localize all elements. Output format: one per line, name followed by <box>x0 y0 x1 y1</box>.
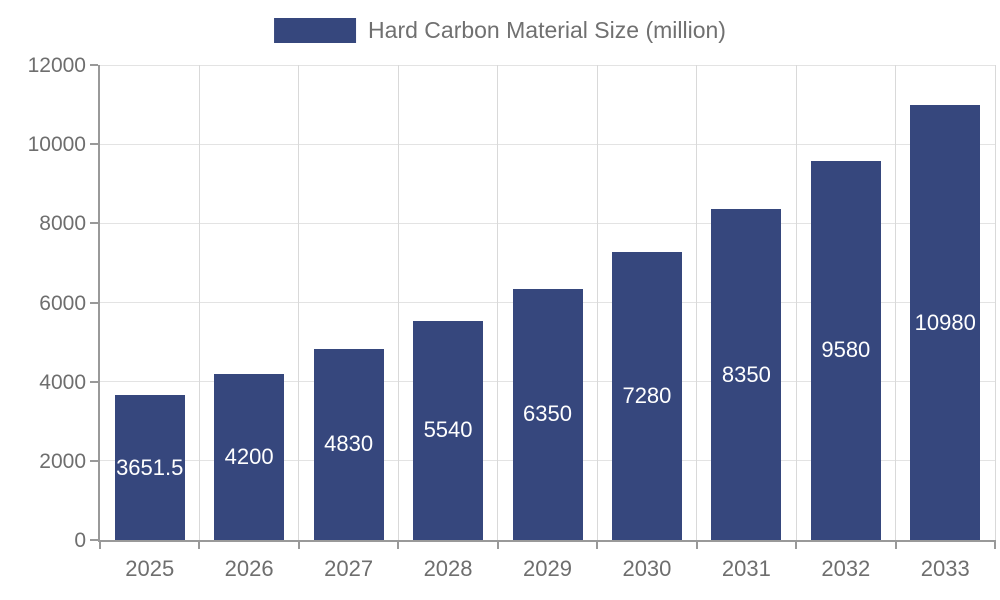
y-axis-tick <box>90 301 98 304</box>
bar-value-label: 7280 <box>622 382 672 408</box>
bar-value-label: 10980 <box>914 309 976 335</box>
x-axis-tick-label: 2033 <box>920 556 970 581</box>
bar-2026[interactable]: 4200 <box>214 373 285 540</box>
bar-2025[interactable]: 3651.5 <box>114 395 185 540</box>
y-axis-tick-label: 2000 <box>39 449 86 473</box>
y-axis-tick-label: 8000 <box>39 212 86 236</box>
y-axis-tick <box>90 539 98 541</box>
bar-value-label: 9580 <box>821 337 871 363</box>
y-axis-tick-label: 10000 <box>27 133 86 157</box>
y-axis-tick-label: 6000 <box>39 291 86 315</box>
v-gridline <box>596 65 598 540</box>
x-axis-tick-label: 2027 <box>324 556 374 581</box>
y-axis-tick <box>90 222 98 225</box>
v-gridline <box>795 65 797 540</box>
legend-label: Hard Carbon Material Size (million) <box>368 17 726 43</box>
y-axis-tick <box>90 380 98 383</box>
v-gridline <box>198 65 200 540</box>
v-gridline <box>298 65 300 540</box>
bar-2030[interactable]: 7280 <box>611 251 682 540</box>
x-axis-tick-label: 2028 <box>423 556 473 581</box>
y-axis-tick-label: 12000 <box>27 54 86 77</box>
bar-value-label: 5540 <box>423 417 473 443</box>
x-axis-tick-label: 2029 <box>523 556 572 581</box>
x-axis-tick <box>795 540 798 549</box>
x-axis-tick-label: 2026 <box>224 556 274 581</box>
h-gridline <box>100 64 995 66</box>
bar-value-label: 3651.5 <box>116 454 184 480</box>
bar-2031[interactable]: 8350 <box>711 209 782 540</box>
legend-item[interactable]: Hard Carbon Material Size (million) <box>274 17 726 44</box>
y-axis-tick <box>90 64 98 66</box>
v-gridline <box>397 65 399 540</box>
y-axis-tick <box>90 459 98 462</box>
x-axis-tick-label: 2031 <box>721 556 771 581</box>
bar-value-label: 8350 <box>721 361 771 387</box>
x-axis-tick <box>894 540 897 549</box>
y-axis-tick-label: 4000 <box>39 370 86 394</box>
x-axis-tick-label: 2032 <box>821 556 871 581</box>
bar-2028[interactable]: 5540 <box>413 320 484 540</box>
v-gridline <box>497 65 499 540</box>
x-axis-tick <box>99 540 101 549</box>
bar-value-label: 6350 <box>523 401 572 427</box>
y-axis-tick <box>90 143 98 146</box>
bar-value-label: 4830 <box>324 431 374 457</box>
v-gridline <box>696 65 698 540</box>
x-axis-tick-label: 2025 <box>125 556 175 581</box>
x-axis-line <box>98 540 995 542</box>
x-axis-tick <box>297 540 300 549</box>
bar-value-label: 4200 <box>224 443 274 469</box>
x-axis-tick <box>994 540 996 549</box>
y-axis-line <box>98 65 100 542</box>
legend-color-swatch <box>274 18 357 43</box>
x-axis-tick-label: 2030 <box>622 556 672 581</box>
h-gridline <box>100 222 995 224</box>
y-axis-tick-label: 0 <box>74 529 86 552</box>
bar-2033[interactable]: 10980 <box>910 105 981 540</box>
x-axis-tick <box>397 540 400 549</box>
plot-area: 0 2000 4000 6000 8000 10000 12000 2025 2026 2027 2… <box>28 55 996 580</box>
bar-2032[interactable]: 9580 <box>810 160 881 540</box>
v-gridline <box>994 65 996 540</box>
v-gridline <box>895 65 897 540</box>
h-gridline <box>100 143 995 145</box>
x-axis-tick <box>695 540 698 549</box>
bar-2029[interactable]: 6350 <box>512 288 583 540</box>
x-axis-tick <box>198 540 201 549</box>
bar-2027[interactable]: 4830 <box>313 348 384 540</box>
x-axis-tick <box>496 540 499 549</box>
x-axis-tick <box>596 540 599 549</box>
